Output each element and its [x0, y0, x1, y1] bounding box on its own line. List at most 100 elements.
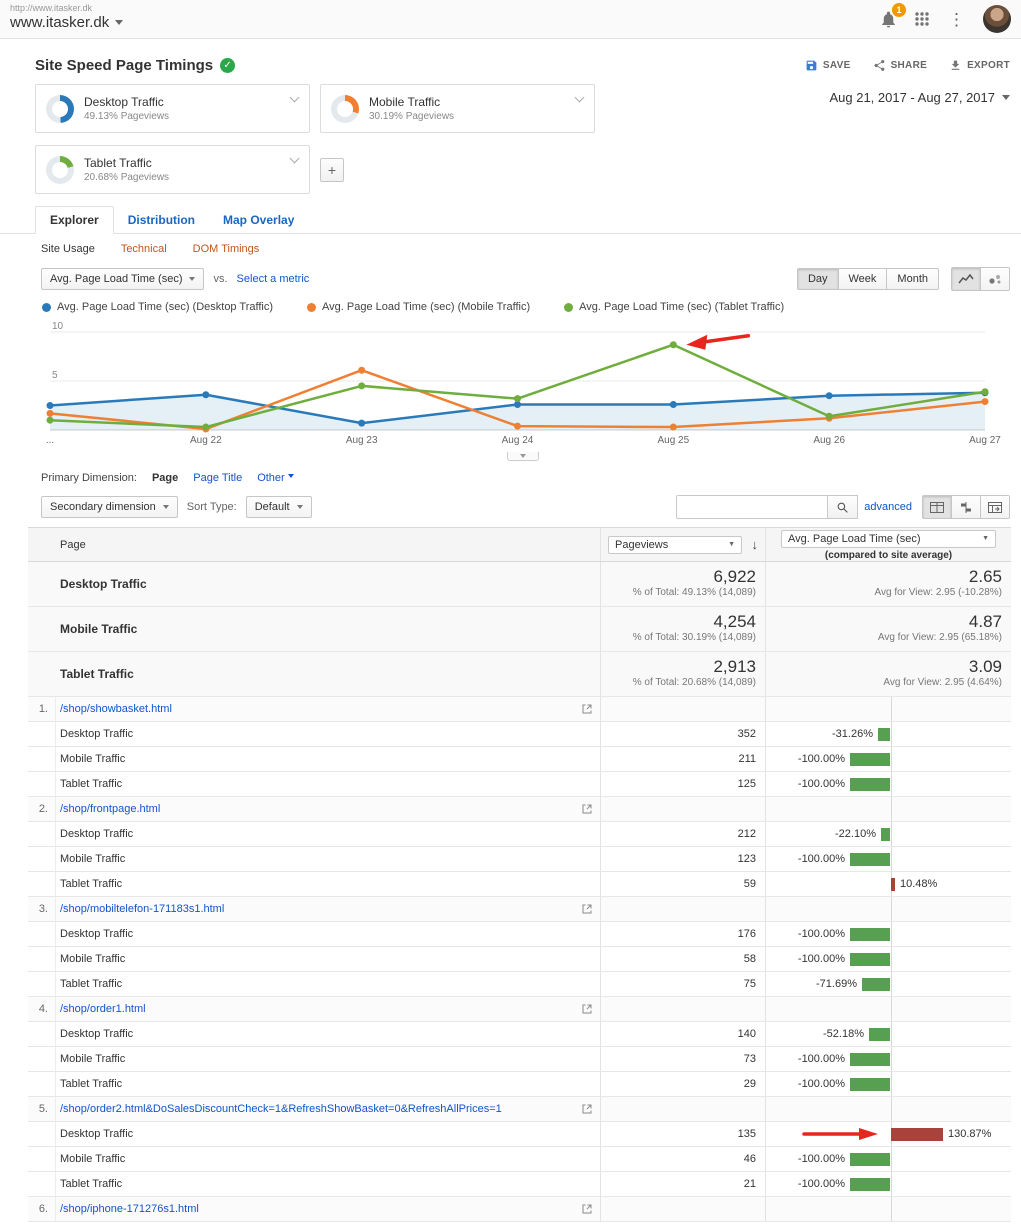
- add-segment-button[interactable]: +: [320, 157, 344, 182]
- delta-bar: [891, 1128, 943, 1141]
- open-page-icon[interactable]: [582, 704, 592, 714]
- search-button[interactable]: [828, 495, 859, 519]
- account-selector[interactable]: www.itasker.dk: [10, 14, 124, 31]
- line-chart-type-button[interactable]: [951, 267, 981, 291]
- comparison-view-button[interactable]: [951, 495, 981, 519]
- share-button[interactable]: SHARE: [873, 59, 928, 72]
- tab-explorer[interactable]: Explorer: [35, 206, 114, 234]
- pivot-view-button[interactable]: [980, 495, 1010, 519]
- metric-select[interactable]: Avg. Page Load Time (sec): [41, 268, 205, 290]
- subtab-dom-timings[interactable]: DOM Timings: [192, 243, 260, 255]
- search-input[interactable]: [676, 495, 829, 519]
- granularity-toggle: Day Week Month: [796, 268, 939, 290]
- secondary-dimension-button[interactable]: Secondary dimension: [41, 496, 178, 518]
- tab-map-overlay[interactable]: Map Overlay: [223, 213, 295, 227]
- row-index: 6.: [38, 1203, 48, 1215]
- table-view-button[interactable]: [922, 495, 952, 519]
- delta-label: -31.26%: [832, 728, 873, 740]
- sort-direction-icon[interactable]: ↓: [751, 537, 759, 552]
- series-dot-icon: [307, 302, 317, 312]
- table-row-segment: Desktop Traffic 176 -100.00%: [28, 922, 1011, 947]
- svg-text:Aug 22: Aug 22: [190, 435, 222, 446]
- table-row-segment: Desktop Traffic 352 -31.26%: [28, 722, 1011, 747]
- apps-grid-button[interactable]: [914, 11, 930, 27]
- timeseries-chart[interactable]: 5 10... Aug 22 Aug 23 Aug 24 Aug 25 Aug 26 Aug …: [35, 318, 1010, 448]
- table-row-segment: Tablet Traffic 125 -100.00%: [28, 772, 1011, 797]
- pageviews-column-select[interactable]: Pageviews ▼: [608, 535, 742, 554]
- segment-pageviews: 211: [600, 747, 765, 771]
- save-button[interactable]: SAVE: [805, 59, 851, 72]
- avatar[interactable]: [983, 5, 1011, 33]
- notifications-button[interactable]: 1: [879, 2, 906, 29]
- page-title: Site Speed Page Timings: [35, 57, 214, 74]
- dimension-page[interactable]: Page: [151, 471, 179, 484]
- dimension-page-title[interactable]: Page Title: [193, 471, 243, 484]
- date-range-picker[interactable]: Aug 21, 2017 - Aug 27, 2017: [829, 90, 1010, 105]
- chevron-down-icon[interactable]: [574, 92, 585, 103]
- account-area: http://www.itasker.dk www.itasker.dk: [10, 0, 124, 38]
- delta-bar: [850, 1153, 890, 1166]
- segment-donut-icon: [46, 155, 74, 184]
- delta-label: -22.10%: [835, 828, 876, 840]
- month-button[interactable]: Month: [886, 268, 939, 290]
- report-tabs: Explorer Distribution Map Overlay: [0, 206, 1021, 234]
- delta-bar: [850, 1053, 890, 1066]
- select-metric-link[interactable]: Select a metric: [236, 273, 310, 285]
- page-link[interactable]: /shop/order1.html: [60, 1003, 146, 1015]
- open-page-icon[interactable]: [582, 904, 592, 914]
- subtab-technical[interactable]: Technical: [120, 243, 167, 255]
- table-body: Desktop Traffic 6,922% of Total: 49.13% (…: [28, 562, 1011, 1222]
- page-link[interactable]: /shop/frontpage.html: [60, 803, 161, 815]
- table-row-segment: Tablet Traffic 59 10.48%: [28, 872, 1011, 897]
- day-button[interactable]: Day: [796, 268, 839, 290]
- open-page-icon[interactable]: [582, 804, 592, 814]
- page-link[interactable]: /shop/showbasket.html: [60, 703, 172, 715]
- tab-distribution[interactable]: Distribution: [127, 213, 196, 227]
- row-index: 4.: [38, 1003, 48, 1015]
- metric-column-select[interactable]: Avg. Page Load Time (sec) ▼: [781, 529, 996, 548]
- chart-type-toggle: [951, 267, 1010, 291]
- segment-pageviews: 59: [600, 872, 765, 896]
- open-page-icon[interactable]: [582, 1204, 592, 1214]
- overflow-menu-button[interactable]: ⋮: [948, 9, 965, 29]
- delta-label: -100.00%: [797, 1153, 845, 1165]
- motion-chart-type-button[interactable]: [980, 267, 1010, 291]
- segment-card-desktop[interactable]: Desktop Traffic 49.13% Pageviews: [35, 84, 310, 133]
- segment-card-tablet[interactable]: Tablet Traffic 20.68% Pageviews: [35, 145, 310, 194]
- summary-segment-name: Desktop Traffic: [60, 577, 147, 591]
- delta-bar: [850, 928, 890, 941]
- subtab-site-usage[interactable]: Site Usage: [41, 243, 95, 255]
- delta-label: -100.00%: [797, 778, 845, 790]
- advanced-link[interactable]: advanced: [864, 501, 912, 513]
- summary-metric-value: 3.09: [968, 657, 1002, 676]
- annotations-drawer-handle[interactable]: [506, 452, 539, 461]
- export-icon: [949, 59, 962, 72]
- dimension-other[interactable]: Other: [257, 471, 294, 484]
- legend-item-tablet[interactable]: Avg. Page Load Time (sec) (Tablet Traffi…: [564, 301, 784, 313]
- open-page-icon[interactable]: [582, 1004, 592, 1014]
- summary-segment-name: Mobile Traffic: [60, 622, 138, 636]
- chevron-down-icon[interactable]: [289, 92, 300, 103]
- legend-item-desktop[interactable]: Avg. Page Load Time (sec) (Desktop Traff…: [42, 301, 273, 313]
- summary-pageviews: 2,913: [713, 657, 756, 676]
- pivot-view-icon: [988, 501, 1002, 513]
- page-link[interactable]: /shop/mobiltelefon-171183s1.html: [60, 903, 225, 915]
- export-button[interactable]: EXPORT: [949, 59, 1010, 72]
- week-button[interactable]: Week: [837, 268, 888, 290]
- chevron-down-icon[interactable]: [289, 153, 300, 164]
- segment-card-mobile[interactable]: Mobile Traffic 30.19% Pageviews: [320, 84, 595, 133]
- report-subtabs: Site Usage Technical DOM Timings: [0, 234, 1021, 263]
- page-link[interactable]: /shop/iphone-171276s1.html: [60, 1203, 199, 1215]
- search-icon: [836, 501, 849, 514]
- open-page-icon[interactable]: [582, 1104, 592, 1114]
- page-link[interactable]: /shop/order2.html&DoSalesDiscountCheck=1…: [60, 1103, 502, 1115]
- sort-type-button[interactable]: Default: [245, 496, 312, 518]
- summary-pageviews: 6,922: [713, 567, 756, 586]
- summary-row: Desktop Traffic 6,922% of Total: 49.13% (…: [28, 562, 1011, 607]
- segment-pageviews: 212: [600, 822, 765, 846]
- legend-item-mobile[interactable]: Avg. Page Load Time (sec) (Mobile Traffi…: [307, 301, 530, 313]
- primary-dimension-label: Primary Dimension:: [41, 471, 137, 484]
- segment-pageviews: 140: [600, 1022, 765, 1046]
- segment-pageviews: 73: [600, 1047, 765, 1071]
- chevron-down-icon: ▼: [728, 541, 735, 548]
